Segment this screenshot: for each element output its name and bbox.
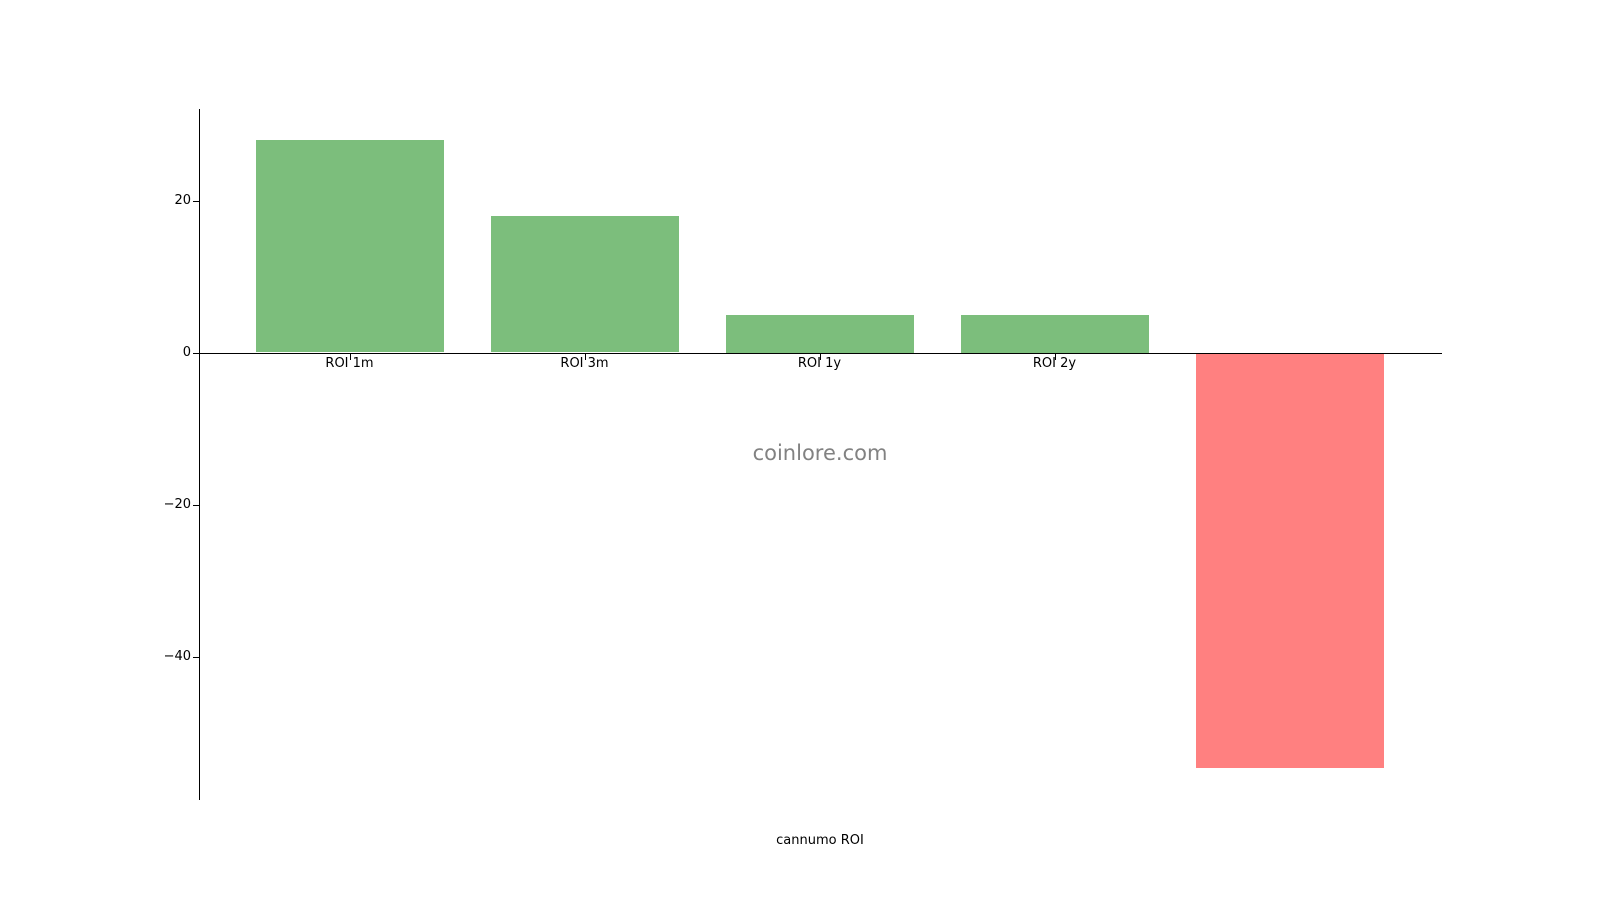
x-tick-label-roi-1m: ROI 1m bbox=[325, 356, 374, 371]
x-tick-mark bbox=[585, 354, 586, 360]
x-tick-mark bbox=[820, 354, 821, 360]
bar-roi-1y bbox=[725, 314, 914, 353]
bar-roi-2y bbox=[960, 314, 1149, 353]
bar-unlabeled-4 bbox=[1195, 353, 1384, 769]
x-axis-zero-line bbox=[200, 353, 1442, 354]
bar-roi-1m bbox=[255, 139, 444, 353]
y-tick-mark bbox=[193, 505, 199, 506]
x-axis-title: cannumo ROI bbox=[776, 833, 864, 848]
y-tick-label: 20 bbox=[174, 192, 191, 208]
y-tick-label: −20 bbox=[163, 496, 191, 512]
y-axis-line bbox=[199, 109, 200, 800]
y-tick-mark bbox=[193, 657, 199, 658]
y-tick-mark bbox=[193, 353, 199, 354]
x-tick-mark bbox=[350, 354, 351, 360]
x-tick-label-roi-2y: ROI 2y bbox=[1032, 356, 1077, 371]
x-tick-label-roi-3m: ROI 3m bbox=[560, 356, 609, 371]
x-tick-mark bbox=[1055, 354, 1056, 360]
x-tick-label-roi-1y: ROI 1y bbox=[797, 356, 842, 371]
watermark-text: coinlore.com bbox=[752, 441, 888, 465]
y-tick-label: −40 bbox=[163, 648, 191, 664]
y-tick-mark bbox=[193, 201, 199, 202]
bar-roi-3m bbox=[490, 215, 679, 353]
y-tick-label: 0 bbox=[182, 344, 191, 360]
